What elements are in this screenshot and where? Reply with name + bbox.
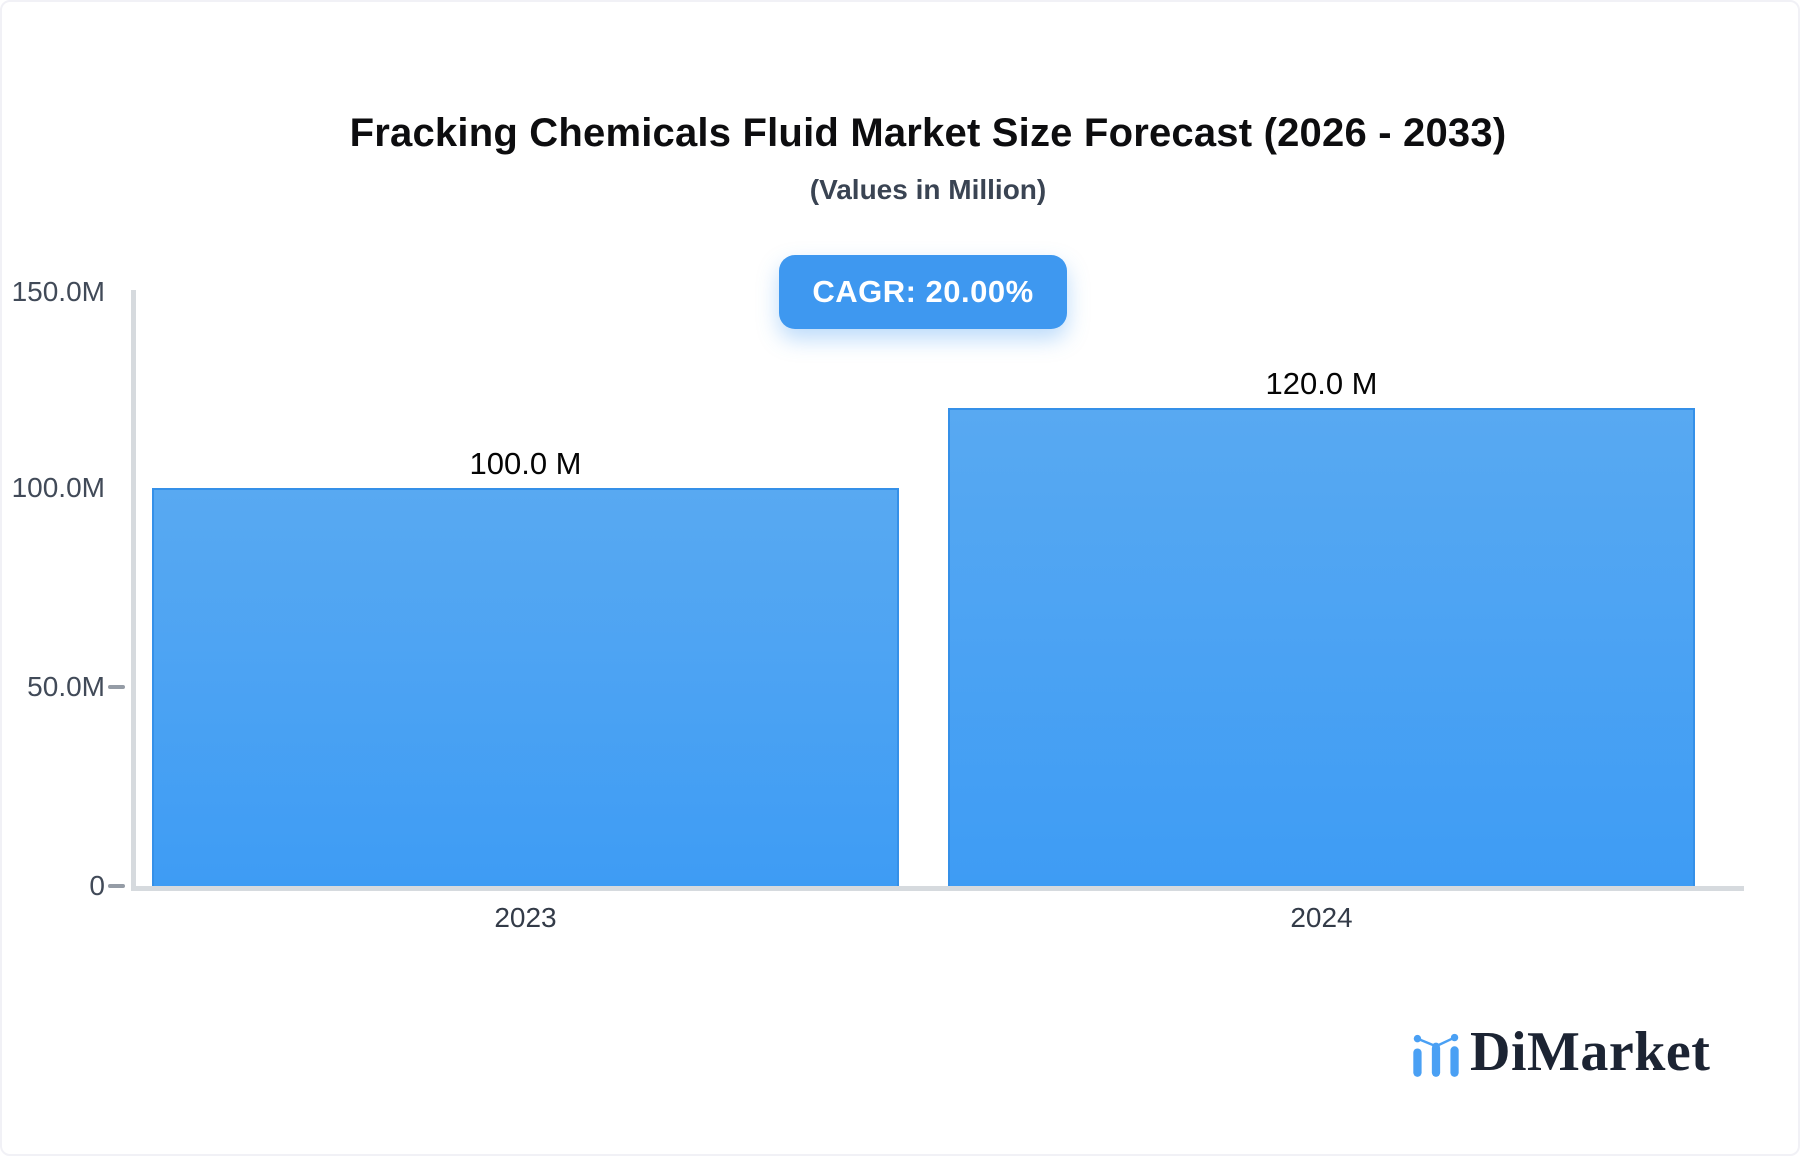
x-axis-line <box>131 886 1744 891</box>
bar-2023[interactable] <box>152 488 899 886</box>
y-axis-tick-label-100m: 100.0M <box>11 472 105 503</box>
x-axis-label-2023: 2023 <box>494 902 557 933</box>
y-axis-tick-label-50m: 50.0M <box>27 671 105 702</box>
bar-chart-logo-icon <box>1413 1033 1459 1077</box>
y-axis-line <box>131 290 136 888</box>
chart-title: Fracking Chemicals Fluid Market Size For… <box>349 111 1507 155</box>
cagr-badge-label: CAGR: 20.00% <box>812 274 1034 309</box>
brand-logo: DiMarket <box>1412 1024 1710 1080</box>
bar-2024[interactable] <box>948 408 1695 886</box>
y-axis-tick-mark-50m <box>108 685 125 689</box>
chart-subtitle: (Values in Million) <box>809 174 1047 205</box>
x-axis-label-2024: 2024 <box>1290 902 1353 933</box>
y-axis-tick-label-150m: 150.0M <box>11 276 105 307</box>
y-axis-tick-mark-0 <box>108 884 125 888</box>
bar-value-label-2024: 120.0 M <box>1265 366 1378 402</box>
brand-name: DiMarket <box>1470 1021 1711 1083</box>
y-axis-tick-label-0: 0 <box>89 870 105 901</box>
bar-value-label-2023: 100.0 M <box>469 446 582 481</box>
cagr-badge: CAGR: 20.00% <box>779 255 1067 329</box>
